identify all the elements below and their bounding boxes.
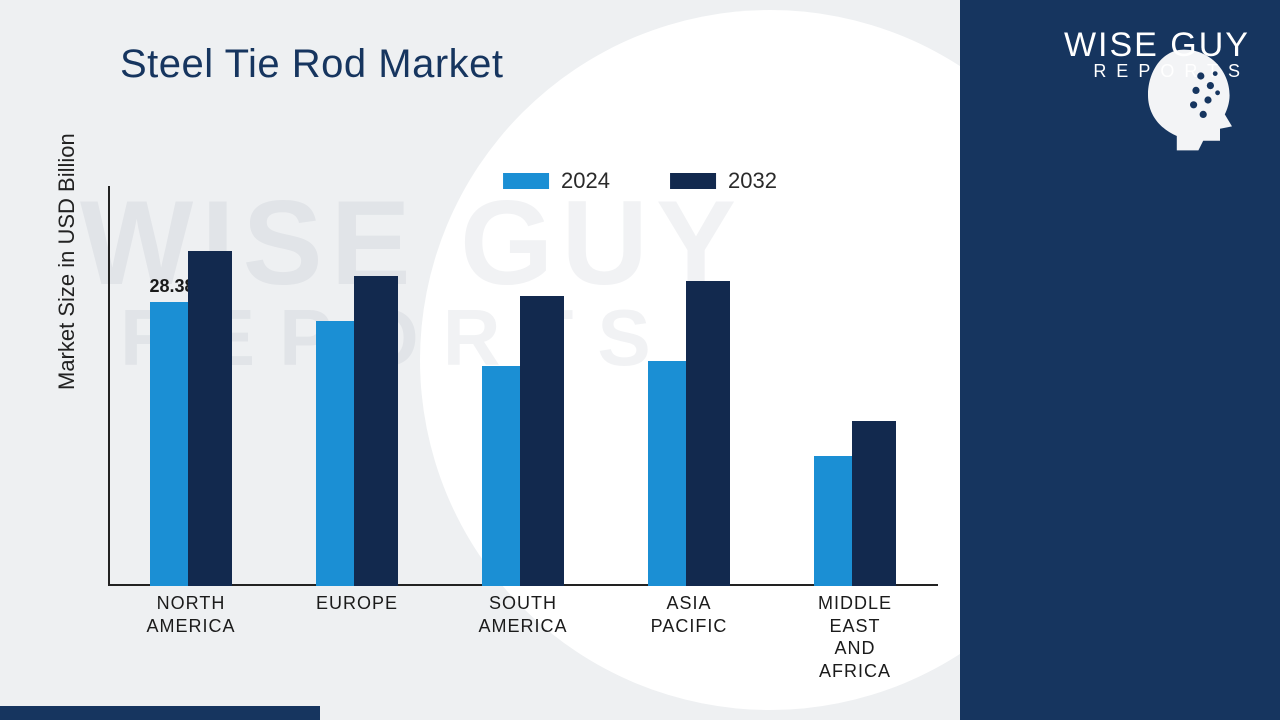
bar-2032 [686,281,730,586]
chart-title: Steel Tie Rod Market [120,42,504,87]
y-axis-label: Market Size in USD Billion [54,133,80,390]
stage: WISE GUY REPORTS Steel Tie Rod Market WI… [0,0,1280,720]
bar-groups: 28.38 [108,186,938,586]
category-label: SOUTHAMERICA [440,592,606,682]
bar-chart: 28.38 [108,186,938,586]
category-label: ASIAPACIFIC [606,592,772,682]
bar-2032 [520,296,564,586]
category-label: NORTHAMERICA [108,592,274,682]
bar-2032 [188,251,232,586]
category-label: MIDDLEEASTANDAFRICA [772,592,938,682]
bar-2032 [852,421,896,586]
bottom-accent-bar [0,706,320,720]
bar-group [274,186,440,586]
bar-group [440,186,606,586]
bar-group [772,186,938,586]
bar-group [606,186,772,586]
bar-2032 [354,276,398,586]
brand-logo: WISE GUY REPORTS [1064,26,1250,82]
bar-group: 28.38 [108,186,274,586]
category-labels: NORTHAMERICAEUROPESOUTHAMERICAASIAPACIFI… [108,592,938,682]
brand-head-icon [1124,40,1244,160]
category-label: EUROPE [274,592,440,682]
